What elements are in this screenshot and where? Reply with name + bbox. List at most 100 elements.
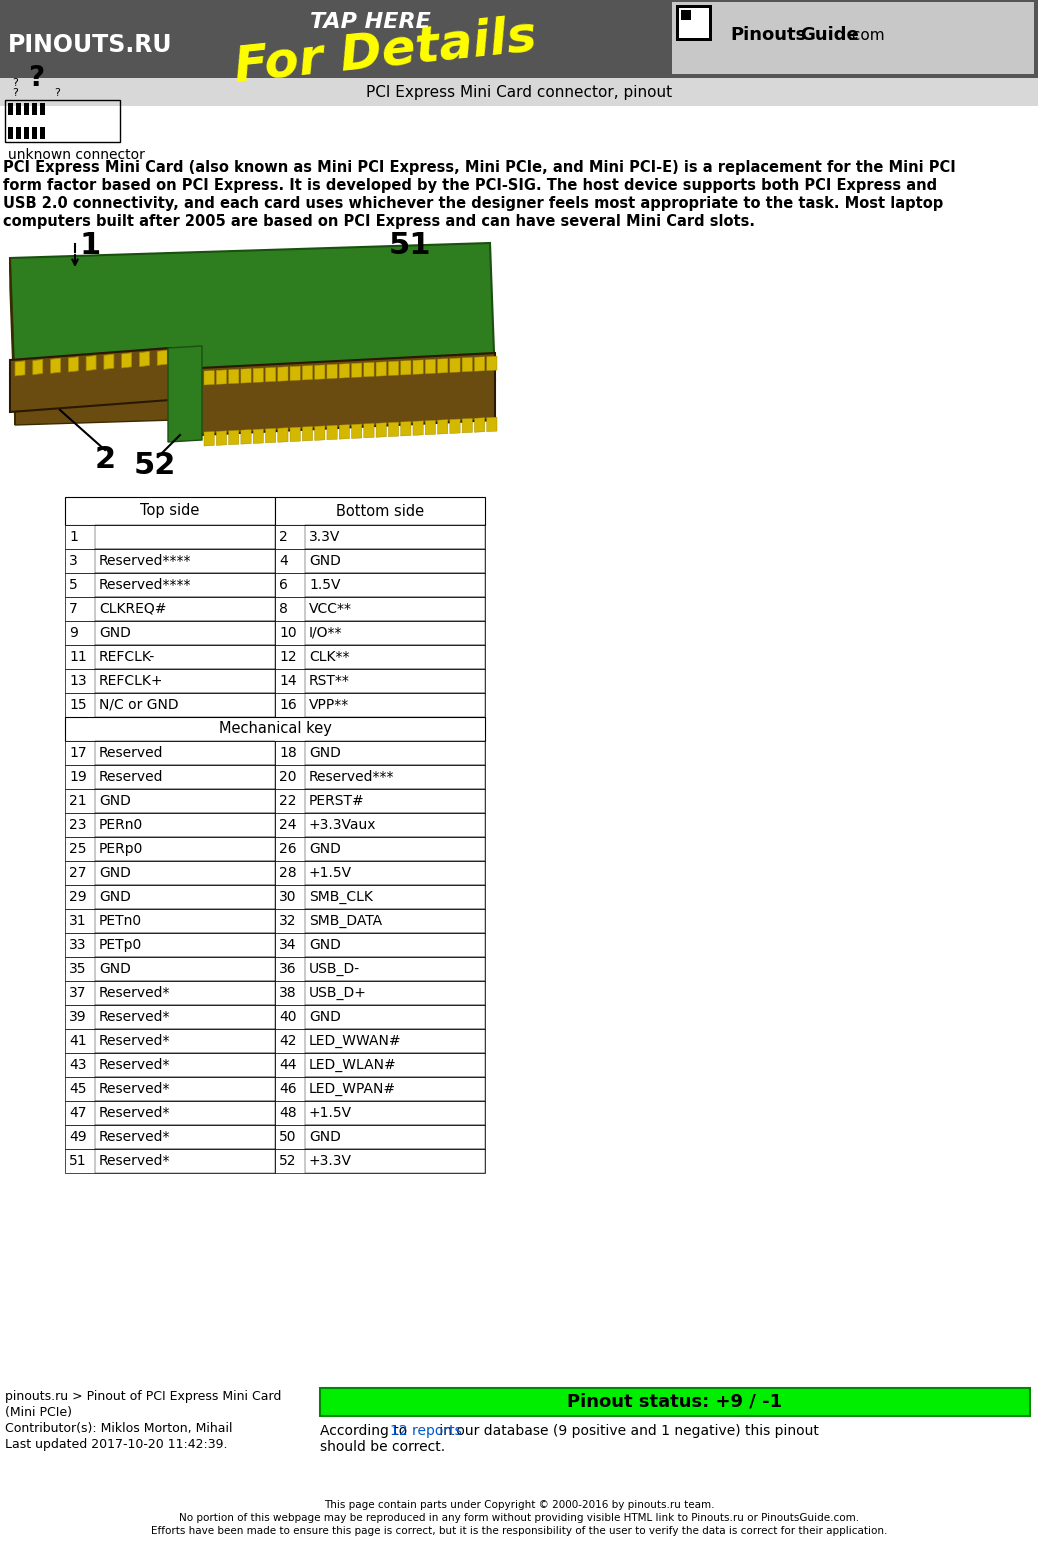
Bar <box>95 1029 275 1052</box>
Text: 8: 8 <box>279 602 288 616</box>
Bar <box>305 981 485 1006</box>
Polygon shape <box>363 362 374 377</box>
Polygon shape <box>302 365 312 380</box>
Text: 12: 12 <box>279 650 297 664</box>
Text: Efforts have been made to ensure this page is correct, but it is the responsibil: Efforts have been made to ensure this pa… <box>151 1526 887 1536</box>
Bar <box>65 740 275 765</box>
Bar <box>65 909 275 933</box>
Text: PINOUTS.RU: PINOUTS.RU <box>8 33 172 57</box>
Text: 18: 18 <box>279 747 297 760</box>
Bar <box>32 102 37 115</box>
Text: .com: .com <box>847 28 884 42</box>
Polygon shape <box>204 431 214 445</box>
Bar <box>95 958 275 981</box>
Bar <box>65 1029 275 1052</box>
Bar <box>95 1052 275 1077</box>
Bar <box>65 646 275 669</box>
Text: 40: 40 <box>279 1010 297 1024</box>
Text: I/O**: I/O** <box>309 625 343 639</box>
Text: form factor based on PCI Express. It is developed by the PCI-SIG. The host devic: form factor based on PCI Express. It is … <box>3 178 937 192</box>
Text: 31: 31 <box>69 914 86 928</box>
Bar <box>65 497 275 525</box>
Polygon shape <box>204 371 214 385</box>
Text: Reserved****: Reserved**** <box>99 554 191 568</box>
Polygon shape <box>401 360 411 376</box>
Polygon shape <box>388 422 399 436</box>
Text: GND: GND <box>309 843 340 857</box>
Text: USB_D+: USB_D+ <box>309 986 366 999</box>
Bar <box>65 933 275 958</box>
Text: PERST#: PERST# <box>309 795 364 809</box>
Bar <box>305 694 485 717</box>
Text: Last updated 2017-10-20 11:42:39.: Last updated 2017-10-20 11:42:39. <box>5 1439 227 1451</box>
Bar <box>275 813 485 837</box>
Text: PERn0: PERn0 <box>99 818 143 832</box>
Bar <box>275 765 485 788</box>
Polygon shape <box>86 355 97 371</box>
Bar <box>305 525 485 549</box>
Bar <box>95 813 275 837</box>
Bar <box>305 765 485 788</box>
Text: 39: 39 <box>69 1010 86 1024</box>
Polygon shape <box>352 424 362 439</box>
Text: +3.3V: +3.3V <box>309 1155 352 1169</box>
Bar <box>65 598 275 621</box>
Bar <box>95 885 275 909</box>
Text: 19: 19 <box>69 770 87 784</box>
Text: Pinout status: +9 / -1: Pinout status: +9 / -1 <box>568 1394 783 1411</box>
Text: 2: 2 <box>94 445 115 475</box>
Bar <box>305 598 485 621</box>
Bar <box>65 861 275 885</box>
Bar <box>95 765 275 788</box>
Polygon shape <box>253 428 264 444</box>
Text: N/C or GND: N/C or GND <box>99 698 179 712</box>
Bar <box>305 669 485 694</box>
Polygon shape <box>216 369 226 385</box>
Text: unknown connector: unknown connector <box>8 147 145 161</box>
Polygon shape <box>139 351 149 366</box>
Bar <box>65 765 275 788</box>
Polygon shape <box>15 360 25 376</box>
Text: 48: 48 <box>279 1107 297 1121</box>
Text: 1: 1 <box>69 529 78 545</box>
Bar <box>95 694 275 717</box>
Bar <box>275 1052 485 1077</box>
Text: 38: 38 <box>279 986 297 999</box>
Text: computers built after 2005 are based on PCI Express and can have several Mini Ca: computers built after 2005 are based on … <box>3 214 755 230</box>
Bar <box>65 837 275 861</box>
Bar <box>95 549 275 573</box>
Text: GND: GND <box>309 554 340 568</box>
Text: 52: 52 <box>279 1155 297 1169</box>
Polygon shape <box>438 359 447 372</box>
Bar <box>65 525 275 549</box>
Bar <box>275 598 485 621</box>
Polygon shape <box>228 430 239 445</box>
Bar <box>275 909 485 933</box>
Bar <box>65 981 275 1006</box>
Text: GND: GND <box>99 625 131 639</box>
Text: 42: 42 <box>279 1034 297 1048</box>
Bar <box>24 127 29 140</box>
Text: Reserved*: Reserved* <box>99 1130 170 1144</box>
Text: RST**: RST** <box>309 674 350 688</box>
Polygon shape <box>376 362 386 376</box>
Polygon shape <box>315 365 325 379</box>
Bar <box>275 669 485 694</box>
Text: 13: 13 <box>69 674 86 688</box>
Text: Reserved*: Reserved* <box>99 1155 170 1169</box>
Bar <box>65 813 275 837</box>
Text: SMB_CLK: SMB_CLK <box>309 889 373 903</box>
Text: 9: 9 <box>69 625 78 639</box>
Polygon shape <box>363 424 374 438</box>
Text: Reserved*: Reserved* <box>99 1034 170 1048</box>
Bar <box>16 127 21 140</box>
Text: VPP**: VPP** <box>309 698 349 712</box>
Bar <box>95 1148 275 1173</box>
Text: +1.5V: +1.5V <box>309 1107 352 1121</box>
Bar <box>275 1029 485 1052</box>
Text: ?: ? <box>12 88 18 98</box>
Text: Mechanical key: Mechanical key <box>219 722 331 737</box>
Bar <box>275 885 485 909</box>
Polygon shape <box>290 366 300 380</box>
Bar <box>40 127 45 140</box>
